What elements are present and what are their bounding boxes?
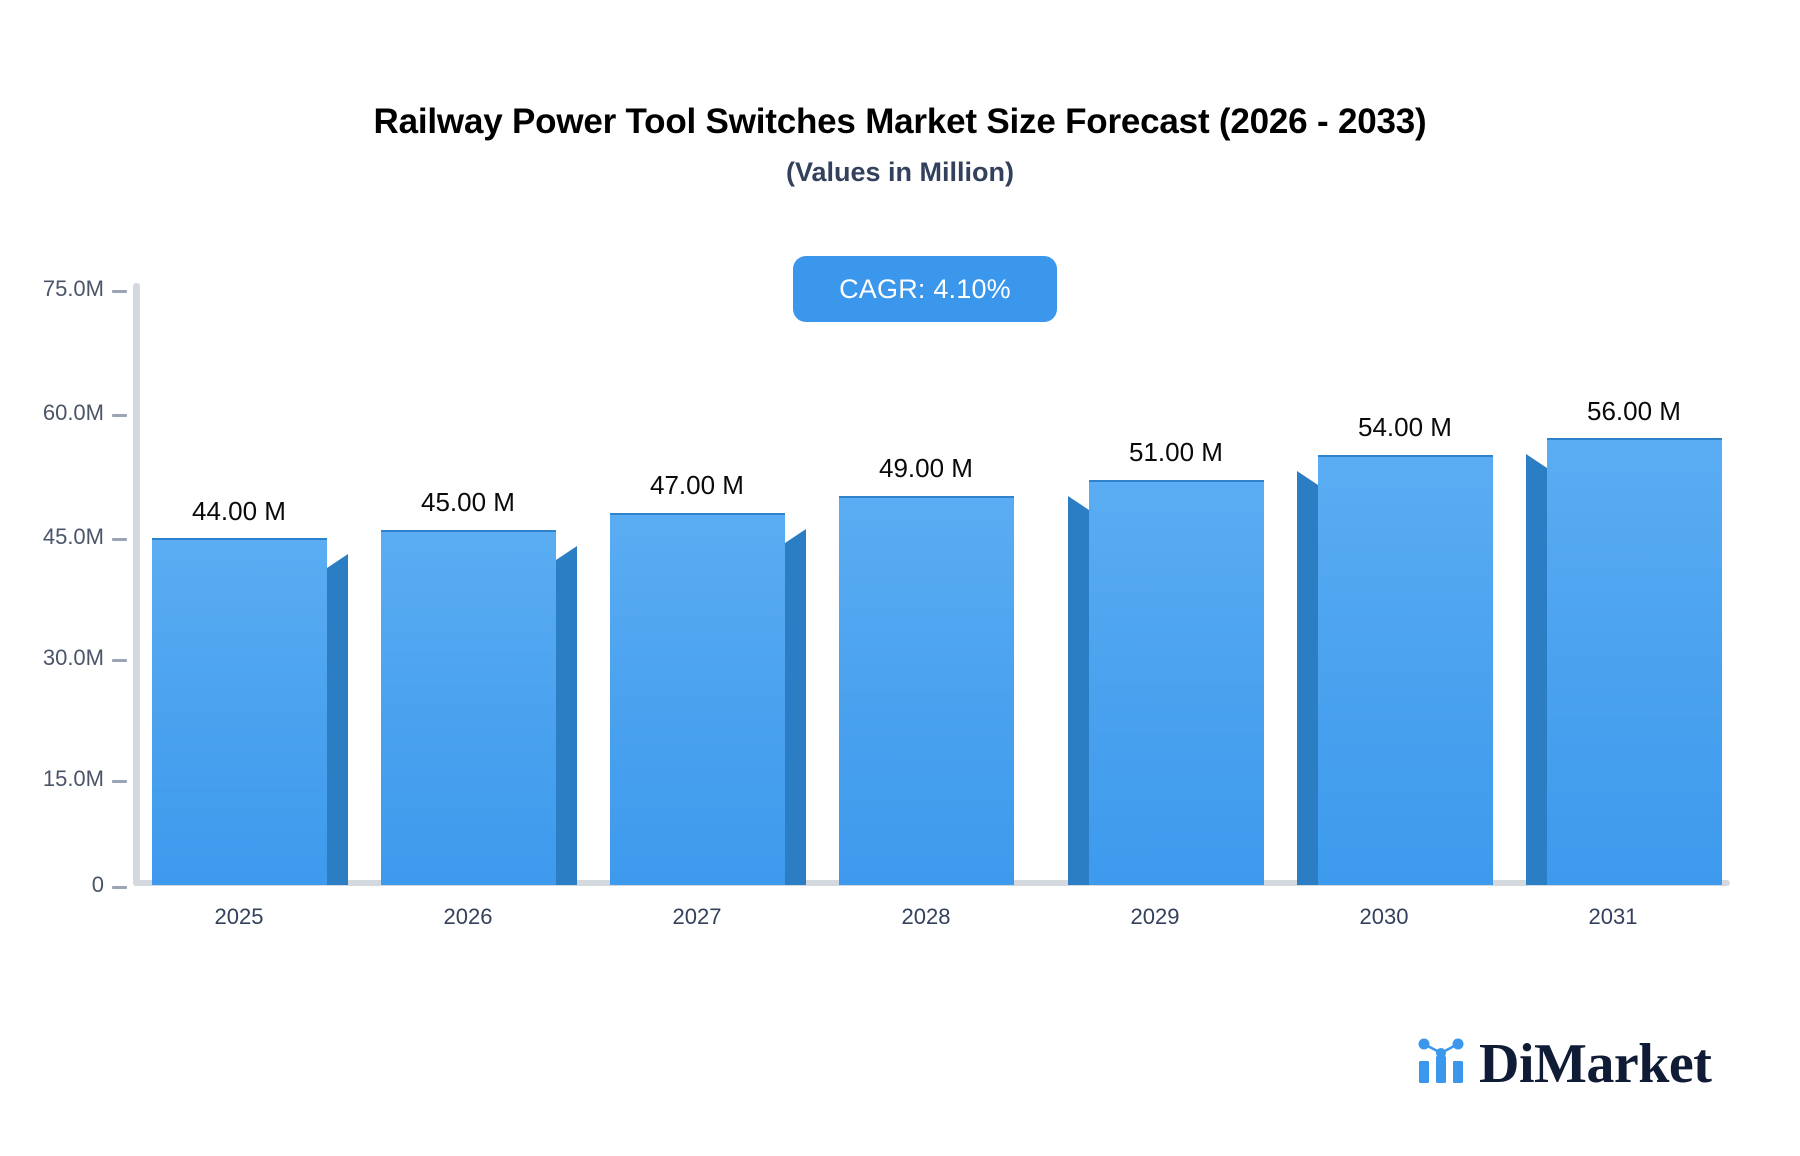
bar-2027 bbox=[610, 513, 806, 885]
bar-front-face bbox=[610, 513, 785, 885]
bar-front-face bbox=[1318, 455, 1493, 885]
bar-front-face bbox=[1089, 480, 1264, 885]
bar-2025 bbox=[152, 538, 348, 885]
bar-value-2030: 54.00 M bbox=[1358, 412, 1452, 442]
bar-value-2029: 51.00 M bbox=[1129, 437, 1223, 467]
x-tick-label-2031: 2031 bbox=[1588, 904, 1638, 929]
y-tick-dash-60 bbox=[112, 414, 127, 417]
bar-side-face bbox=[1297, 471, 1318, 885]
y-tick-dash-15 bbox=[112, 780, 127, 783]
y-tick-dash-0 bbox=[112, 886, 127, 889]
chart-subtitle: (Values in Million) bbox=[785, 156, 1015, 187]
bar-value-2031: 56.00 M bbox=[1587, 396, 1681, 426]
cagr-badge: CAGR: 4.10% bbox=[793, 256, 1057, 322]
bar-2031 bbox=[1526, 438, 1722, 885]
page-title: Railway Power Tool Switches Market Size … bbox=[373, 102, 1427, 141]
bar-2029 bbox=[1068, 480, 1264, 885]
bar-2030 bbox=[1297, 455, 1493, 885]
brand-name: DiMarket bbox=[1479, 1032, 1712, 1095]
bar-value-2028: 49.00 M bbox=[879, 453, 973, 483]
y-tick-label-30: 30.0M bbox=[42, 645, 104, 670]
bar-value-2025: 44.00 M bbox=[192, 496, 286, 526]
y-tick-label-60: 60.0M bbox=[42, 400, 104, 425]
bar-front-face bbox=[381, 530, 556, 885]
y-tick-label-45: 45.0M bbox=[42, 524, 104, 549]
bar-front-face bbox=[152, 538, 327, 885]
bar-2028 bbox=[839, 496, 1014, 885]
bar-side-face bbox=[1526, 454, 1547, 885]
x-tick-label-2025: 2025 bbox=[214, 904, 264, 929]
y-tick-label-0: 0 bbox=[91, 872, 104, 897]
y-tick-label-15: 15.0M bbox=[42, 766, 104, 791]
y-axis-line bbox=[133, 283, 140, 886]
y-tick-dash-75 bbox=[112, 290, 127, 293]
x-tick-label-2029: 2029 bbox=[1130, 904, 1180, 929]
bar-front-face bbox=[1547, 438, 1722, 885]
bar-2026 bbox=[381, 530, 577, 885]
bar-side-face bbox=[1068, 496, 1089, 885]
chart-header: Railway Power Tool Switches Market Size … bbox=[0, 0, 1800, 188]
x-tick-label-2026: 2026 bbox=[443, 904, 493, 929]
x-axis-line bbox=[133, 880, 1730, 886]
bar-front-face bbox=[839, 496, 1014, 885]
y-tick-dash-30 bbox=[112, 659, 127, 662]
y-tick-dash-45 bbox=[112, 538, 127, 541]
brand-logo: DiMarket bbox=[1415, 1032, 1712, 1095]
x-tick-label-2030: 2030 bbox=[1359, 904, 1409, 929]
bar-value-2026: 45.00 M bbox=[421, 487, 515, 517]
bar-chart-logo-icon bbox=[1415, 1035, 1467, 1092]
bar-side-face bbox=[785, 529, 806, 885]
y-tick-label-75: 75.0M bbox=[42, 276, 104, 301]
x-tick-label-2027: 2027 bbox=[672, 904, 722, 929]
bar-side-face bbox=[327, 554, 348, 885]
bar-side-face bbox=[556, 546, 577, 885]
bar-value-2027: 47.00 M bbox=[650, 470, 744, 500]
x-tick-label-2028: 2028 bbox=[901, 904, 951, 929]
